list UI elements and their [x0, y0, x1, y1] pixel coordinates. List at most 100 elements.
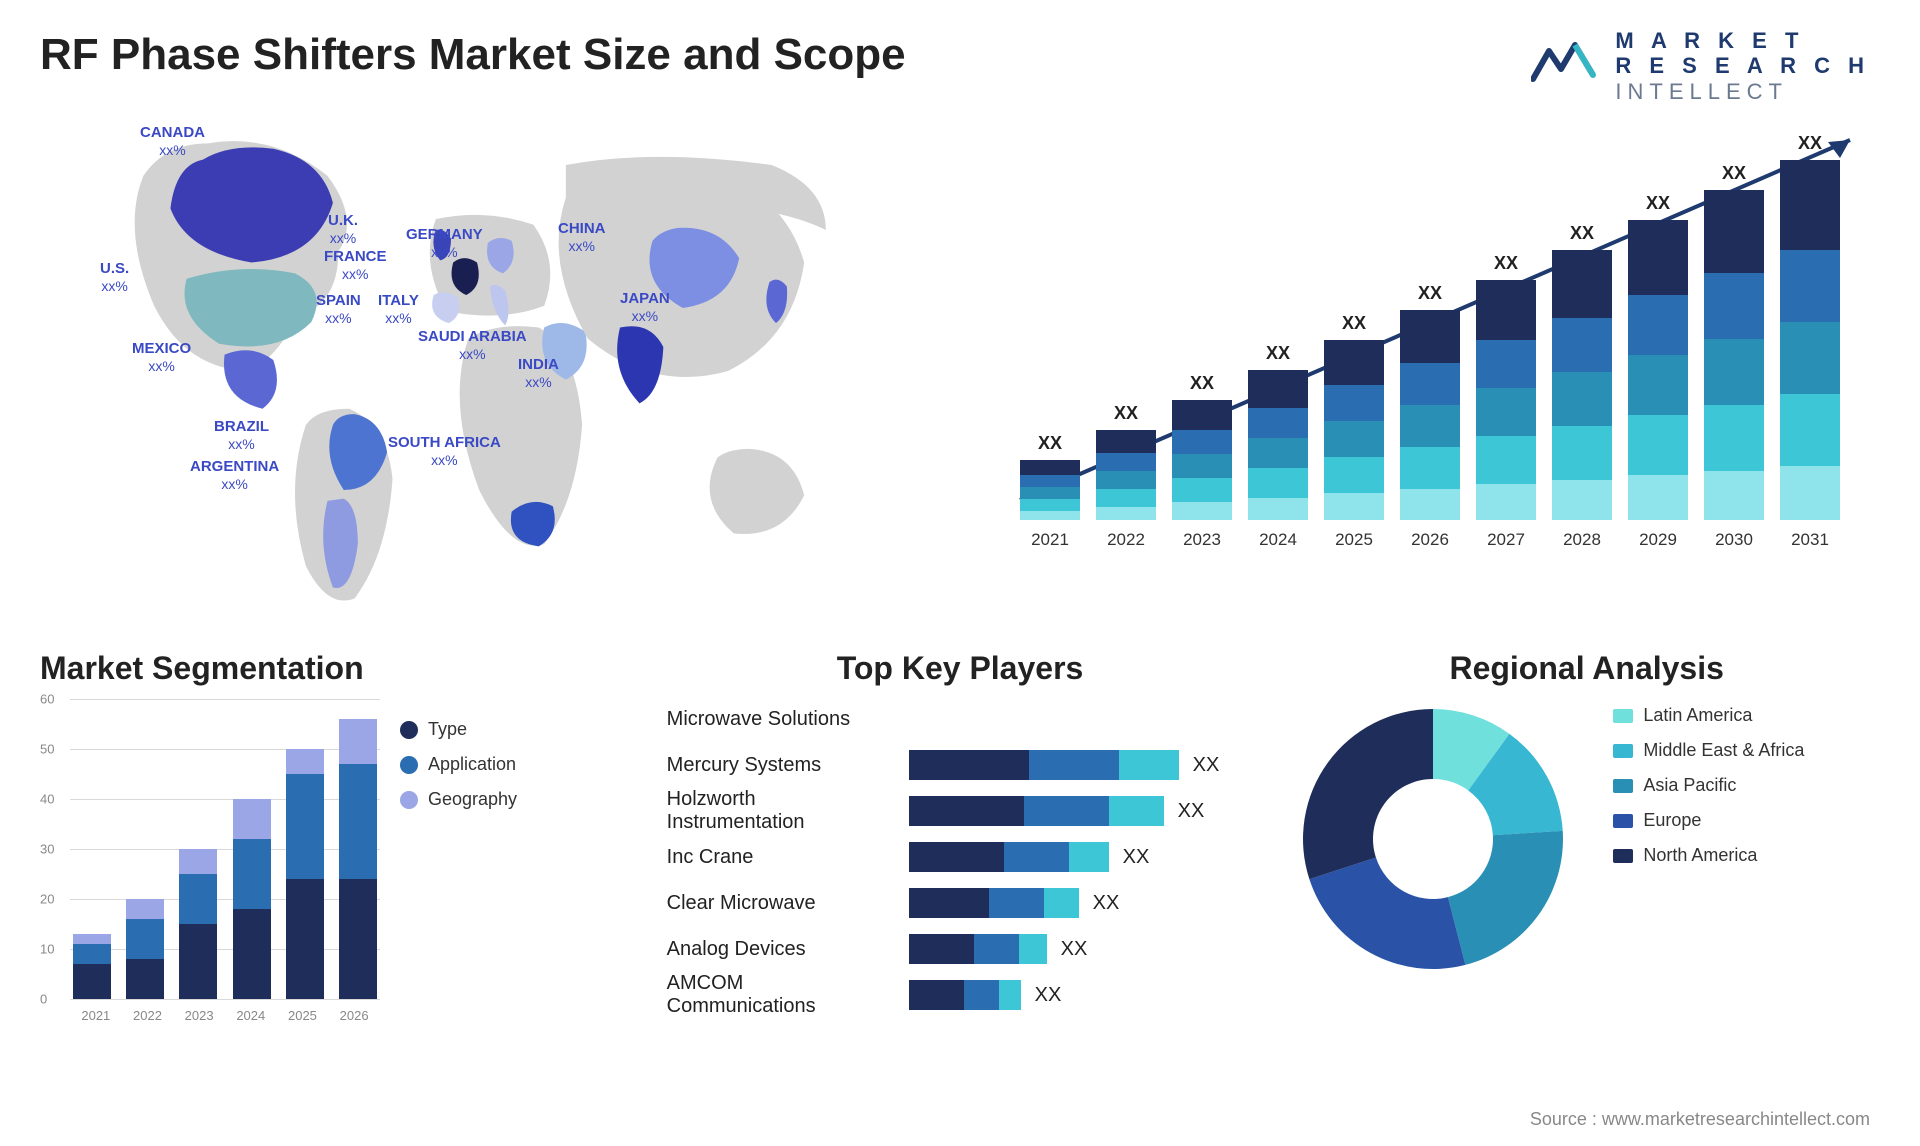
- growth-bar-value: XX: [1190, 373, 1214, 394]
- player-name: AMCOM Communications: [667, 972, 897, 1018]
- top-row: CANADAxx%U.S.xx%MEXICOxx%BRAZILxx%ARGENT…: [40, 100, 1880, 620]
- bar-segment: [1096, 430, 1156, 453]
- bar-segment: [1476, 388, 1536, 436]
- bar-segment: [1704, 339, 1764, 405]
- bar-segment: [989, 888, 1044, 918]
- bar-segment: [974, 934, 1019, 964]
- segmentation-bar: [126, 899, 164, 999]
- bar-segment: [909, 750, 1029, 780]
- y-axis-tick: 0: [40, 992, 47, 1007]
- y-axis-tick: 60: [40, 692, 54, 707]
- bar-segment: [126, 919, 164, 959]
- player-bar: [909, 750, 1179, 780]
- bar-segment: [1248, 498, 1308, 521]
- growth-bar: XX2031: [1776, 133, 1844, 550]
- growth-bar-year: 2026: [1411, 530, 1449, 550]
- player-row: Mercury SystemsXX: [667, 745, 1254, 785]
- bar-segment: [1004, 842, 1069, 872]
- legend-item: Latin America: [1613, 705, 1804, 726]
- segmentation-title: Market Segmentation: [40, 650, 627, 687]
- bar-segment: [1628, 355, 1688, 415]
- growth-bar-year: 2021: [1031, 530, 1069, 550]
- bar-segment: [909, 934, 974, 964]
- bar-segment: [1020, 511, 1080, 520]
- donut-segment: [1303, 709, 1433, 879]
- x-axis-tick: 2022: [133, 1008, 162, 1023]
- legend-item: Geography: [400, 789, 517, 810]
- bar-segment: [1780, 394, 1840, 466]
- bar-segment: [1248, 408, 1308, 438]
- legend-label: Type: [428, 719, 467, 740]
- bar-segment: [233, 799, 271, 839]
- growth-bar: XX2023: [1168, 373, 1236, 550]
- segmentation-bar: [233, 799, 271, 999]
- bar-segment: [1324, 340, 1384, 385]
- players-panel: Top Key Players Microwave SolutionsMercu…: [667, 650, 1254, 1030]
- regional-donut-chart: [1293, 699, 1573, 979]
- legend-label: Middle East & Africa: [1643, 740, 1804, 761]
- growth-bar: XX2021: [1016, 433, 1084, 550]
- bar-segment: [1172, 400, 1232, 430]
- x-axis-tick: 2026: [340, 1008, 369, 1023]
- bar-segment: [73, 964, 111, 999]
- bar-segment: [909, 842, 1004, 872]
- player-value: XX: [1178, 800, 1205, 823]
- y-axis-tick: 40: [40, 792, 54, 807]
- bar-segment: [1172, 502, 1232, 520]
- bar-segment: [1248, 370, 1308, 408]
- map-label: GERMANYxx%: [406, 226, 483, 261]
- segmentation-bar: [179, 849, 217, 999]
- map-label: INDIAxx%: [518, 356, 559, 391]
- growth-bar-year: 2030: [1715, 530, 1753, 550]
- bar-segment: [1096, 453, 1156, 471]
- player-name: Holzworth Instrumentation: [667, 788, 897, 834]
- bar-segment: [1020, 475, 1080, 487]
- player-value: XX: [1123, 846, 1150, 869]
- bar-segment: [126, 959, 164, 999]
- bar-segment: [1400, 310, 1460, 363]
- bar-segment: [1400, 405, 1460, 447]
- y-axis-tick: 10: [40, 942, 54, 957]
- player-name: Microwave Solutions: [667, 708, 897, 731]
- growth-bar: XX2022: [1092, 403, 1160, 550]
- logo-line1: M A R K E T: [1615, 28, 1870, 53]
- bottom-row: Market Segmentation 0102030405060 202120…: [40, 650, 1880, 1030]
- brand-logo: M A R K E T R E S E A R C H INTELLECT: [1531, 28, 1870, 104]
- x-axis-tick: 2024: [236, 1008, 265, 1023]
- map-label: MEXICOxx%: [132, 340, 191, 375]
- bar-segment: [73, 934, 111, 944]
- legend-swatch-icon: [1613, 849, 1633, 863]
- logo-line2: R E S E A R C H: [1615, 53, 1870, 78]
- bar-segment: [1324, 493, 1384, 520]
- player-bar: [909, 796, 1164, 826]
- bar-segment: [179, 849, 217, 874]
- legend-item: North America: [1613, 845, 1804, 866]
- bar-segment: [1704, 405, 1764, 471]
- bar-segment: [1172, 454, 1232, 478]
- growth-bar-value: XX: [1266, 343, 1290, 364]
- legend-swatch-icon: [400, 721, 418, 739]
- bar-segment: [339, 764, 377, 879]
- legend-label: Latin America: [1643, 705, 1752, 726]
- bar-segment: [286, 774, 324, 879]
- player-name: Clear Microwave: [667, 892, 897, 915]
- bar-segment: [1324, 457, 1384, 493]
- bar-segment: [909, 888, 989, 918]
- map-label: U.K.xx%: [328, 212, 358, 247]
- bar-segment: [1096, 507, 1156, 521]
- bar-segment: [179, 874, 217, 924]
- bar-segment: [1096, 471, 1156, 489]
- growth-bar-value: XX: [1494, 253, 1518, 274]
- bar-segment: [1552, 480, 1612, 521]
- player-name: Analog Devices: [667, 938, 897, 961]
- map-label: FRANCExx%: [324, 248, 387, 283]
- bar-segment: [909, 796, 1024, 826]
- bar-segment: [1069, 842, 1109, 872]
- player-value: XX: [1035, 984, 1062, 1007]
- player-value: XX: [1061, 938, 1088, 961]
- growth-bar-year: 2027: [1487, 530, 1525, 550]
- growth-bar-year: 2028: [1563, 530, 1601, 550]
- regional-legend: Latin AmericaMiddle East & AfricaAsia Pa…: [1613, 705, 1804, 880]
- bar-segment: [1552, 318, 1612, 372]
- bar-segment: [1780, 160, 1840, 250]
